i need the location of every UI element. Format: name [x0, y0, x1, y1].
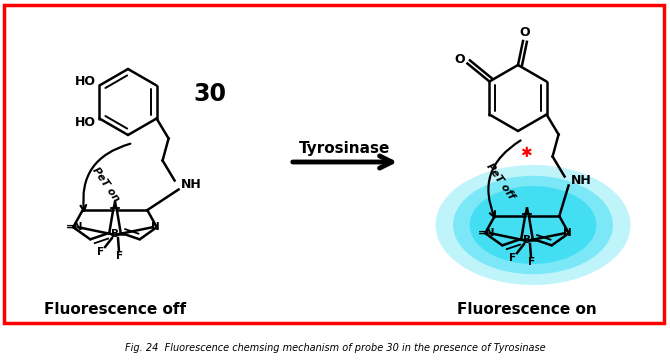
- Text: N: N: [151, 222, 160, 232]
- Text: F: F: [97, 247, 105, 257]
- Text: F: F: [117, 251, 123, 261]
- Text: =N: =N: [478, 228, 495, 238]
- Text: =N: =N: [66, 222, 83, 232]
- Text: F: F: [529, 257, 535, 267]
- Text: Fluorescence off: Fluorescence off: [44, 303, 186, 317]
- Ellipse shape: [453, 176, 613, 274]
- Ellipse shape: [436, 165, 630, 285]
- Text: O: O: [454, 53, 465, 66]
- Text: F: F: [509, 253, 517, 263]
- Text: N: N: [563, 228, 572, 238]
- Text: Fig. 24  Fluorescence chemsing mechanism of probe 30 in the presence of Tyrosina: Fig. 24 Fluorescence chemsing mechanism …: [125, 343, 545, 353]
- Bar: [4, 5, 664, 323]
- Text: B: B: [523, 235, 531, 245]
- Text: O: O: [520, 26, 531, 39]
- Text: PeT on: PeT on: [90, 166, 121, 204]
- Text: Fluorescence on: Fluorescence on: [457, 303, 597, 317]
- Text: NH: NH: [571, 174, 592, 187]
- Text: B: B: [111, 229, 119, 239]
- Text: PeT off: PeT off: [484, 161, 516, 201]
- Text: ✱: ✱: [520, 146, 532, 160]
- Text: Tyrosinase: Tyrosinase: [299, 140, 391, 156]
- Text: HO: HO: [74, 116, 95, 129]
- Ellipse shape: [470, 186, 596, 264]
- Text: NH: NH: [181, 178, 201, 191]
- Text: 30: 30: [193, 82, 226, 106]
- Text: HO: HO: [74, 75, 95, 88]
